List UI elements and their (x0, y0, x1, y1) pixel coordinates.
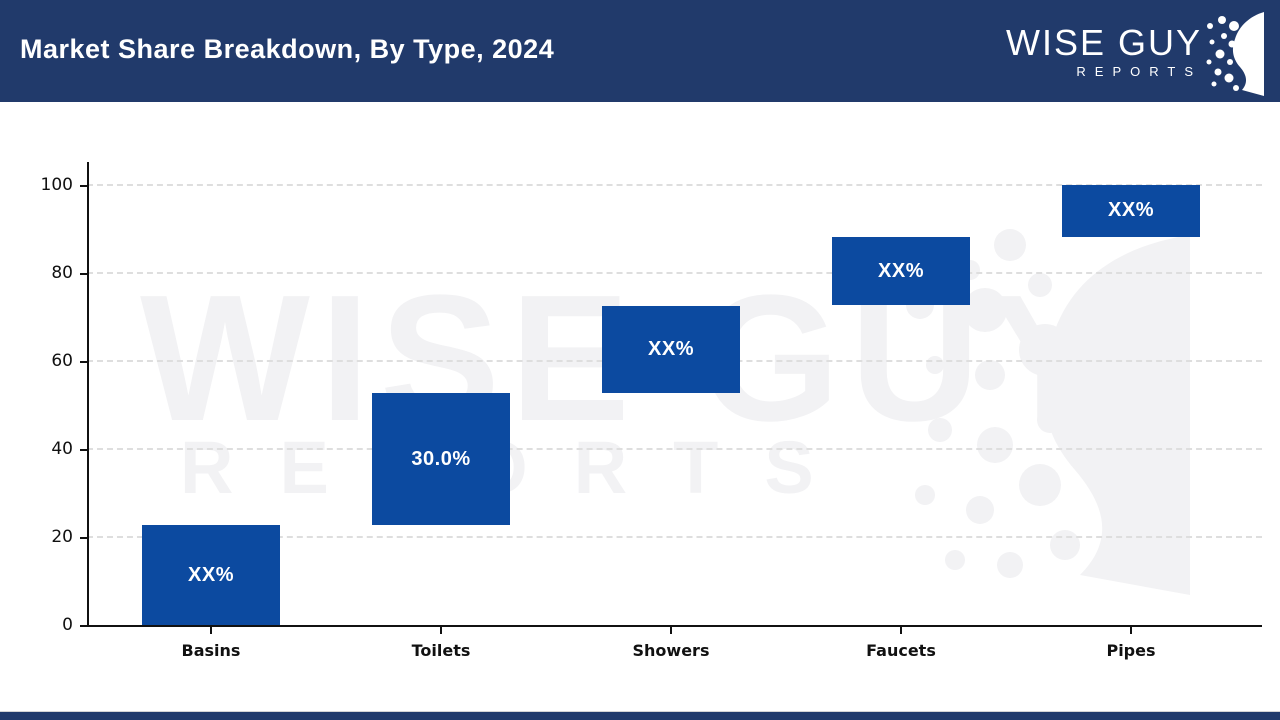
bar-toilets: 30.0% (372, 393, 510, 526)
y-tick-mark (80, 273, 87, 275)
footer-banner (0, 712, 1280, 720)
gridline-y80 (87, 272, 1262, 274)
bar-faucets: XX% (832, 236, 970, 306)
watermark-face-icon (906, 229, 1190, 595)
bar-value-label: XX% (878, 259, 924, 282)
brand-subtitle: REPORTS (1076, 64, 1202, 79)
bar-value-label: XX% (188, 563, 234, 586)
bar-value-label: 30.0% (411, 447, 471, 470)
y-tick-mark (80, 185, 87, 187)
bar-pipes: XX% (1062, 185, 1200, 237)
brand-name: WISE GUY (1005, 22, 1202, 63)
y-tick-mark (80, 361, 87, 363)
bar-value-label: XX% (648, 338, 694, 361)
bar-value-label: XX% (1108, 199, 1154, 222)
category-label-showers: Showers (632, 641, 710, 660)
brand-logo: WISE GUY REPORTS (1004, 6, 1264, 98)
gridline-y20 (87, 536, 1262, 538)
page-title: Market Share Breakdown, By Type, 2024 (20, 34, 555, 64)
category-label-basins: Basins (181, 641, 241, 660)
y-tick-label: 20 (51, 527, 73, 547)
category-label-faucets: Faucets (866, 641, 936, 660)
category-label-toilets: Toilets (411, 641, 471, 660)
gridline-y40 (87, 448, 1262, 450)
x-axis-line (87, 625, 1262, 627)
face-profile-icon (1206, 12, 1264, 96)
category-label-pipes: Pipes (1106, 641, 1156, 660)
bar-basins: XX% (142, 525, 280, 625)
gridline-y100 (87, 184, 1262, 186)
y-axis-line (87, 162, 89, 627)
bar-showers: XX% (602, 306, 740, 394)
y-tick-label: 80 (51, 263, 73, 283)
y-tick-label: 60 (51, 351, 73, 371)
waterfall-chart: 0 20 40 60 80 100 XX% Basins 30.0% Toilets XX% Show… (0, 102, 1280, 712)
y-tick-mark (80, 625, 87, 627)
y-tick-mark (80, 537, 87, 539)
x-tick-mark (1130, 627, 1132, 634)
brand-wordmark: WISE GUY REPORTS (1005, 22, 1202, 80)
x-tick-mark (900, 627, 902, 634)
y-tick-label: 40 (51, 439, 73, 459)
footer-divider (0, 711, 1280, 712)
y-tick-label: 0 (62, 615, 73, 635)
y-tick-label: 100 (40, 175, 73, 195)
x-tick-mark (440, 627, 442, 634)
header-banner: Market Share Breakdown, By Type, 2024 WI… (0, 0, 1280, 102)
x-tick-mark (670, 627, 672, 634)
x-tick-mark (210, 627, 212, 634)
y-tick-mark (80, 449, 87, 451)
